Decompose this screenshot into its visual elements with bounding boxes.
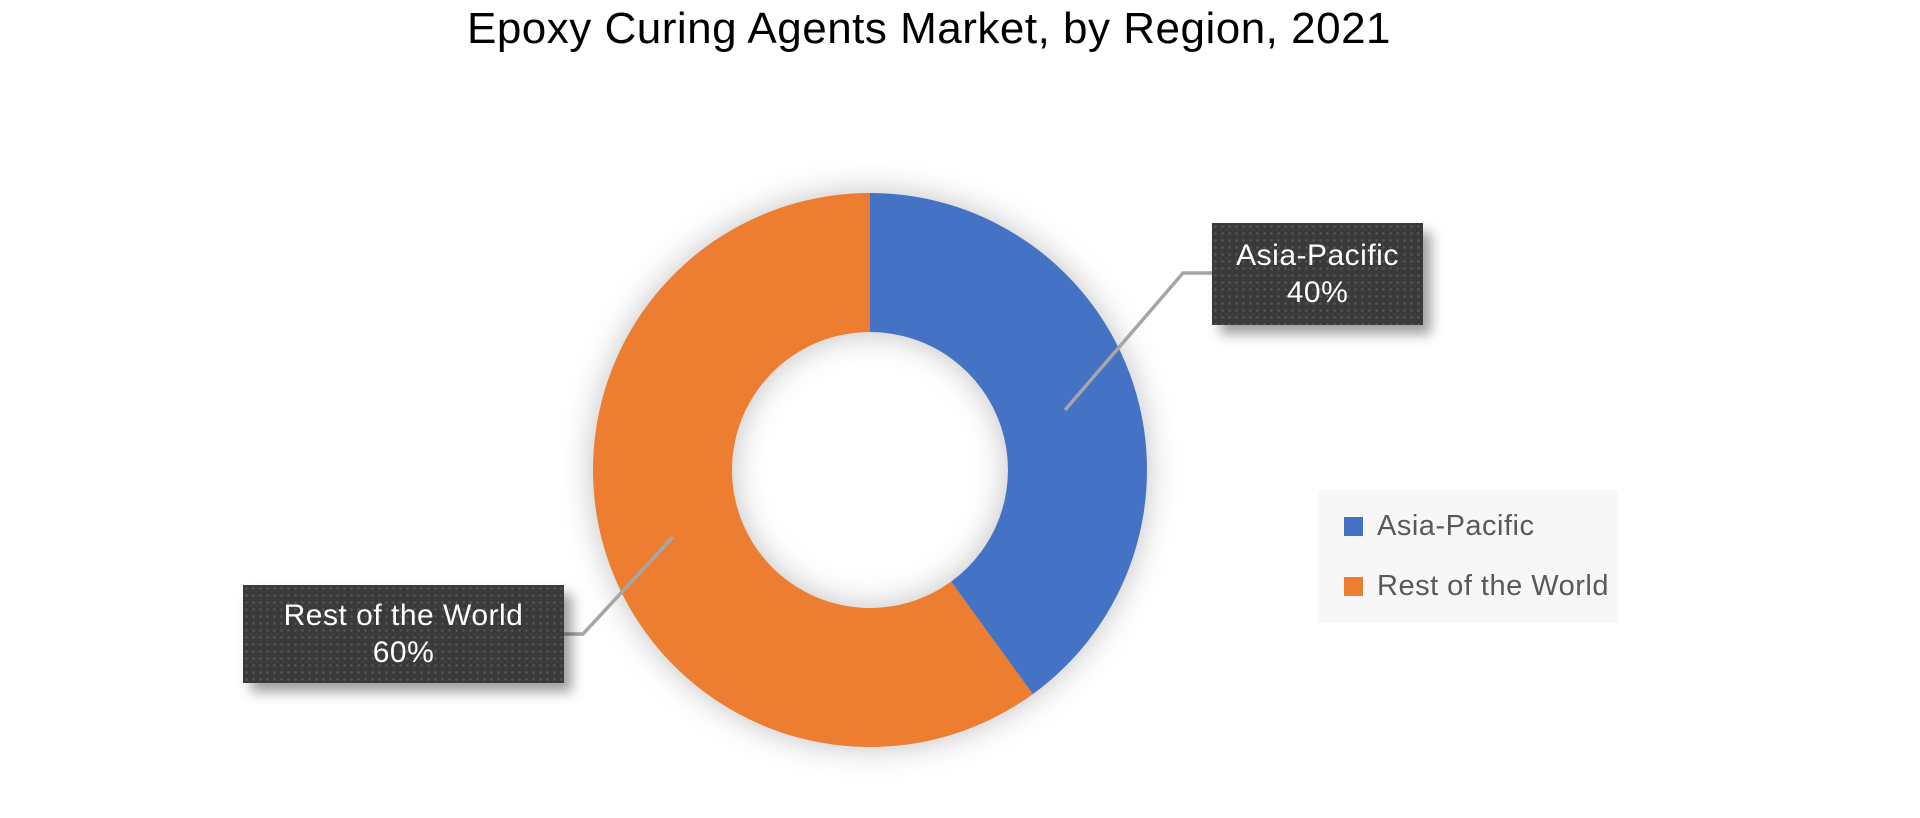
callout-asia-pacific-value: 40% — [1286, 276, 1349, 309]
callout-rest-of-world-label: Rest of the World — [283, 599, 524, 632]
legend-label-rest-of-world: Rest of the World — [1377, 570, 1610, 602]
donut-slice-rest-of-the-world — [593, 193, 1033, 747]
legend-swatch-rest-of-world — [1344, 577, 1363, 596]
chart-title: Epoxy Curing Agents Market, by Region, 2… — [466, 4, 1392, 53]
legend-item-asia-pacific: Asia-Pacific — [1344, 510, 1618, 543]
legend: Asia-Pacific Rest of the World — [1318, 490, 1618, 623]
legend-item-rest-of-world: Rest of the World — [1344, 570, 1618, 603]
donut-slice-asia-pacific — [870, 193, 1148, 695]
legend-label-asia-pacific: Asia-Pacific — [1377, 510, 1535, 542]
leader-line-rest-of-world — [563, 535, 675, 636]
donut-slices — [593, 193, 1148, 747]
callout-rest-of-world: Rest of the World 60% — [243, 585, 564, 683]
callout-asia-pacific: Asia-Pacific 40% — [1212, 223, 1423, 325]
leader-line-asia-pacific — [1063, 271, 1212, 412]
callout-rest-of-world-value: 60% — [372, 636, 435, 669]
legend-swatch-asia-pacific — [1344, 517, 1363, 536]
callout-asia-pacific-label: Asia-Pacific — [1236, 239, 1399, 272]
